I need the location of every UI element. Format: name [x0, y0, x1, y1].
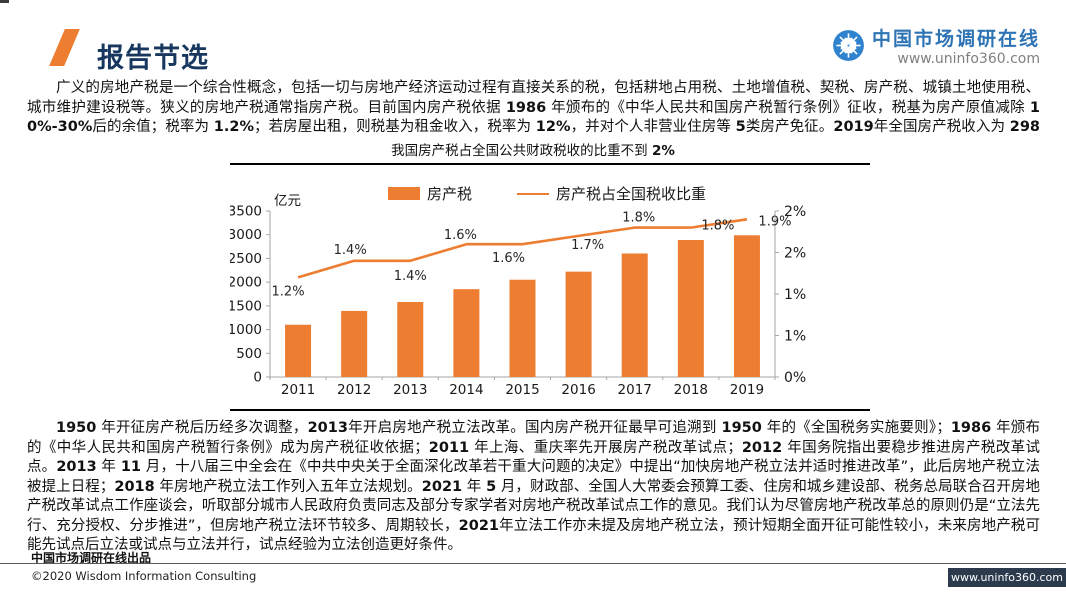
bar-2015	[509, 279, 536, 377]
chart-title: 我国房产税占全国公共财政税收的比重不到 2%	[391, 143, 675, 159]
left-axis-tick-label: 1500	[230, 298, 262, 314]
point-label-2016: 1.7%	[571, 238, 604, 253]
bar-2013	[397, 301, 424, 377]
left-axis-tick-label: 2000	[230, 275, 262, 291]
point-label-2011: 1.2%	[272, 284, 305, 299]
point-label-2018: 1.8%	[701, 219, 734, 234]
bar-2014	[453, 289, 480, 377]
chart-canvas: 3500 3000 2500 2000 1500 1000 500 0 2% 2% 1% 1% 0% 亿元…	[230, 193, 806, 398]
left-axis-tick-label: 3000	[230, 227, 262, 243]
point-label-2015: 1.6%	[492, 251, 525, 266]
point-label-2012: 1.4%	[334, 243, 367, 258]
left-axis-tick-label: 2500	[230, 251, 262, 267]
right-axis-tick-label: 1%	[784, 287, 806, 303]
right-axis-tick-label: 0%	[784, 370, 806, 386]
left-axis-tick-label: 1000	[230, 322, 262, 338]
footer-producer: 中国市场调研在线出品	[31, 551, 152, 565]
x-axis-label-2017: 2017	[618, 382, 652, 398]
bar-2019	[733, 235, 760, 377]
page-title: 报告节选	[97, 43, 209, 74]
legend-line-swatch	[517, 192, 550, 195]
chart-legend: 房产税 房产税占全国税收比重	[388, 183, 706, 204]
left-axis-tick-label: 3500	[230, 204, 262, 220]
right-axis-tick-label: 2%	[784, 246, 806, 262]
legend-line-label: 房产税占全国税收比重	[556, 185, 707, 203]
left-axis-tick-label: 500	[236, 346, 262, 362]
footer-website-badge: www.uninfo360.com	[948, 568, 1066, 587]
point-label-2017: 1.8%	[622, 211, 655, 226]
chart: 3500 3000 2500 2000 1500 1000 500 0 2% 2% 1% 1% 0% 亿元…	[230, 163, 870, 411]
x-axis-label-2012: 2012	[337, 382, 371, 398]
legend-bar-label: 房产税	[427, 185, 473, 203]
point-label-2013: 1.4%	[394, 269, 427, 284]
footer-copyright: ©2020 Wisdom Information Consulting	[31, 569, 257, 583]
bar-2017	[621, 253, 648, 377]
right-axis-tick-label: 1%	[784, 329, 806, 345]
footer-divider	[0, 563, 1066, 564]
bar-2018	[677, 239, 704, 377]
slide-corner-mark	[0, 0, 9, 3]
ratio-line-series	[297, 218, 748, 279]
logo-website: www.uninfo360.com	[897, 51, 1040, 67]
left-axis-unit-label: 亿元	[274, 193, 301, 209]
logo-snowflake-icon	[833, 30, 864, 61]
left-axis-tick-label: 0	[253, 370, 262, 386]
right-axis-tick-label: 2%	[784, 204, 806, 220]
brand-logo: 中国市场调研在线 www.uninfo360.com	[832, 27, 1040, 67]
x-axis-label-2014: 2014	[449, 382, 483, 398]
legend-bar-swatch	[388, 187, 420, 200]
x-axis-label-2013: 2013	[393, 382, 427, 398]
x-axis-label-2015: 2015	[505, 382, 539, 398]
x-axis-label-2016: 2016	[561, 382, 595, 398]
point-label-2014: 1.6%	[444, 228, 477, 243]
bar-2012	[341, 310, 368, 377]
bar-2011	[285, 324, 312, 377]
point-label-2019: 1.9%	[758, 214, 791, 229]
intro-paragraph: 广义的房地产税是一个综合性概念，包括一切与房地产经济运动过程有直接关系的税，包括…	[27, 80, 1040, 135]
x-axis-label-2018: 2018	[674, 382, 708, 398]
x-axis-label-2019: 2019	[730, 382, 764, 398]
analysis-paragraph: 1950 年开征房产税后历经多次调整，2013年开启房地产税立法改革。国内房产税…	[27, 420, 1040, 553]
x-axis-label-2011: 2011	[281, 382, 315, 398]
header-slash-icon	[49, 29, 80, 66]
bar-2016	[565, 271, 592, 377]
logo-brand-name: 中国市场调研在线	[871, 28, 1040, 50]
